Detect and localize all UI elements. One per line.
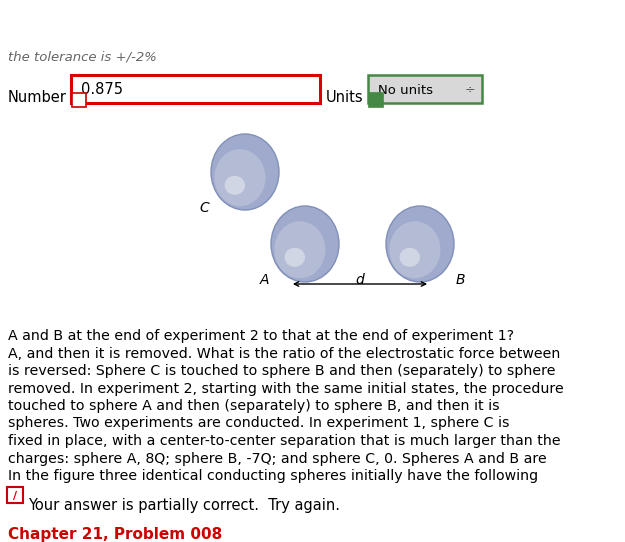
Text: 0.875: 0.875 xyxy=(81,82,123,98)
Text: charges: sphere A, 8Q; sphere B, -7Q; and sphere C, 0. Spheres A and B are: charges: sphere A, 8Q; sphere B, -7Q; an… xyxy=(8,451,547,466)
Text: A and B at the end of experiment 2 to that at the end of experiment 1?: A and B at the end of experiment 2 to th… xyxy=(8,329,514,343)
Text: A: A xyxy=(259,273,269,287)
Text: fixed in place, with a center-to-center separation that is much larger than the: fixed in place, with a center-to-center … xyxy=(8,434,561,448)
Text: /: / xyxy=(13,491,17,501)
FancyBboxPatch shape xyxy=(7,487,23,503)
Text: ÷: ÷ xyxy=(465,83,476,96)
Text: is reversed: Sphere C is touched to sphere B and then (separately) to sphere: is reversed: Sphere C is touched to sphe… xyxy=(8,364,556,378)
Text: Chapter 21, Problem 008: Chapter 21, Problem 008 xyxy=(8,527,222,542)
FancyBboxPatch shape xyxy=(368,75,482,103)
Text: Your answer is partially correct.  Try again.: Your answer is partially correct. Try ag… xyxy=(28,498,340,513)
Text: spheres. Two experiments are conducted. In experiment 1, sphere C is: spheres. Two experiments are conducted. … xyxy=(8,416,509,430)
Text: No units: No units xyxy=(378,83,433,96)
Text: touched to sphere A and then (separately) to sphere B, and then it is: touched to sphere A and then (separately… xyxy=(8,399,499,413)
Text: d: d xyxy=(356,273,364,287)
Text: x: x xyxy=(76,95,82,105)
FancyBboxPatch shape xyxy=(369,93,383,107)
FancyBboxPatch shape xyxy=(72,93,86,107)
Ellipse shape xyxy=(399,248,420,267)
Ellipse shape xyxy=(271,206,339,282)
Text: Number: Number xyxy=(8,89,67,105)
Ellipse shape xyxy=(284,248,305,267)
Ellipse shape xyxy=(389,221,441,278)
Text: C: C xyxy=(199,201,209,215)
Ellipse shape xyxy=(274,221,326,278)
Text: In the figure three identical conducting spheres initially have the following: In the figure three identical conducting… xyxy=(8,469,538,483)
Ellipse shape xyxy=(214,149,266,206)
Text: A, and then it is removed. What is the ratio of the electrostatic force between: A, and then it is removed. What is the r… xyxy=(8,346,561,360)
Ellipse shape xyxy=(386,206,454,282)
Ellipse shape xyxy=(224,176,245,195)
Text: removed. In experiment 2, starting with the same initial states, the procedure: removed. In experiment 2, starting with … xyxy=(8,382,564,396)
Text: ✓: ✓ xyxy=(372,95,380,105)
Ellipse shape xyxy=(211,134,279,210)
FancyBboxPatch shape xyxy=(71,75,320,103)
Text: B: B xyxy=(456,273,466,287)
Text: the tolerance is +/-2%: the tolerance is +/-2% xyxy=(8,50,157,63)
Text: Units: Units xyxy=(326,89,364,105)
